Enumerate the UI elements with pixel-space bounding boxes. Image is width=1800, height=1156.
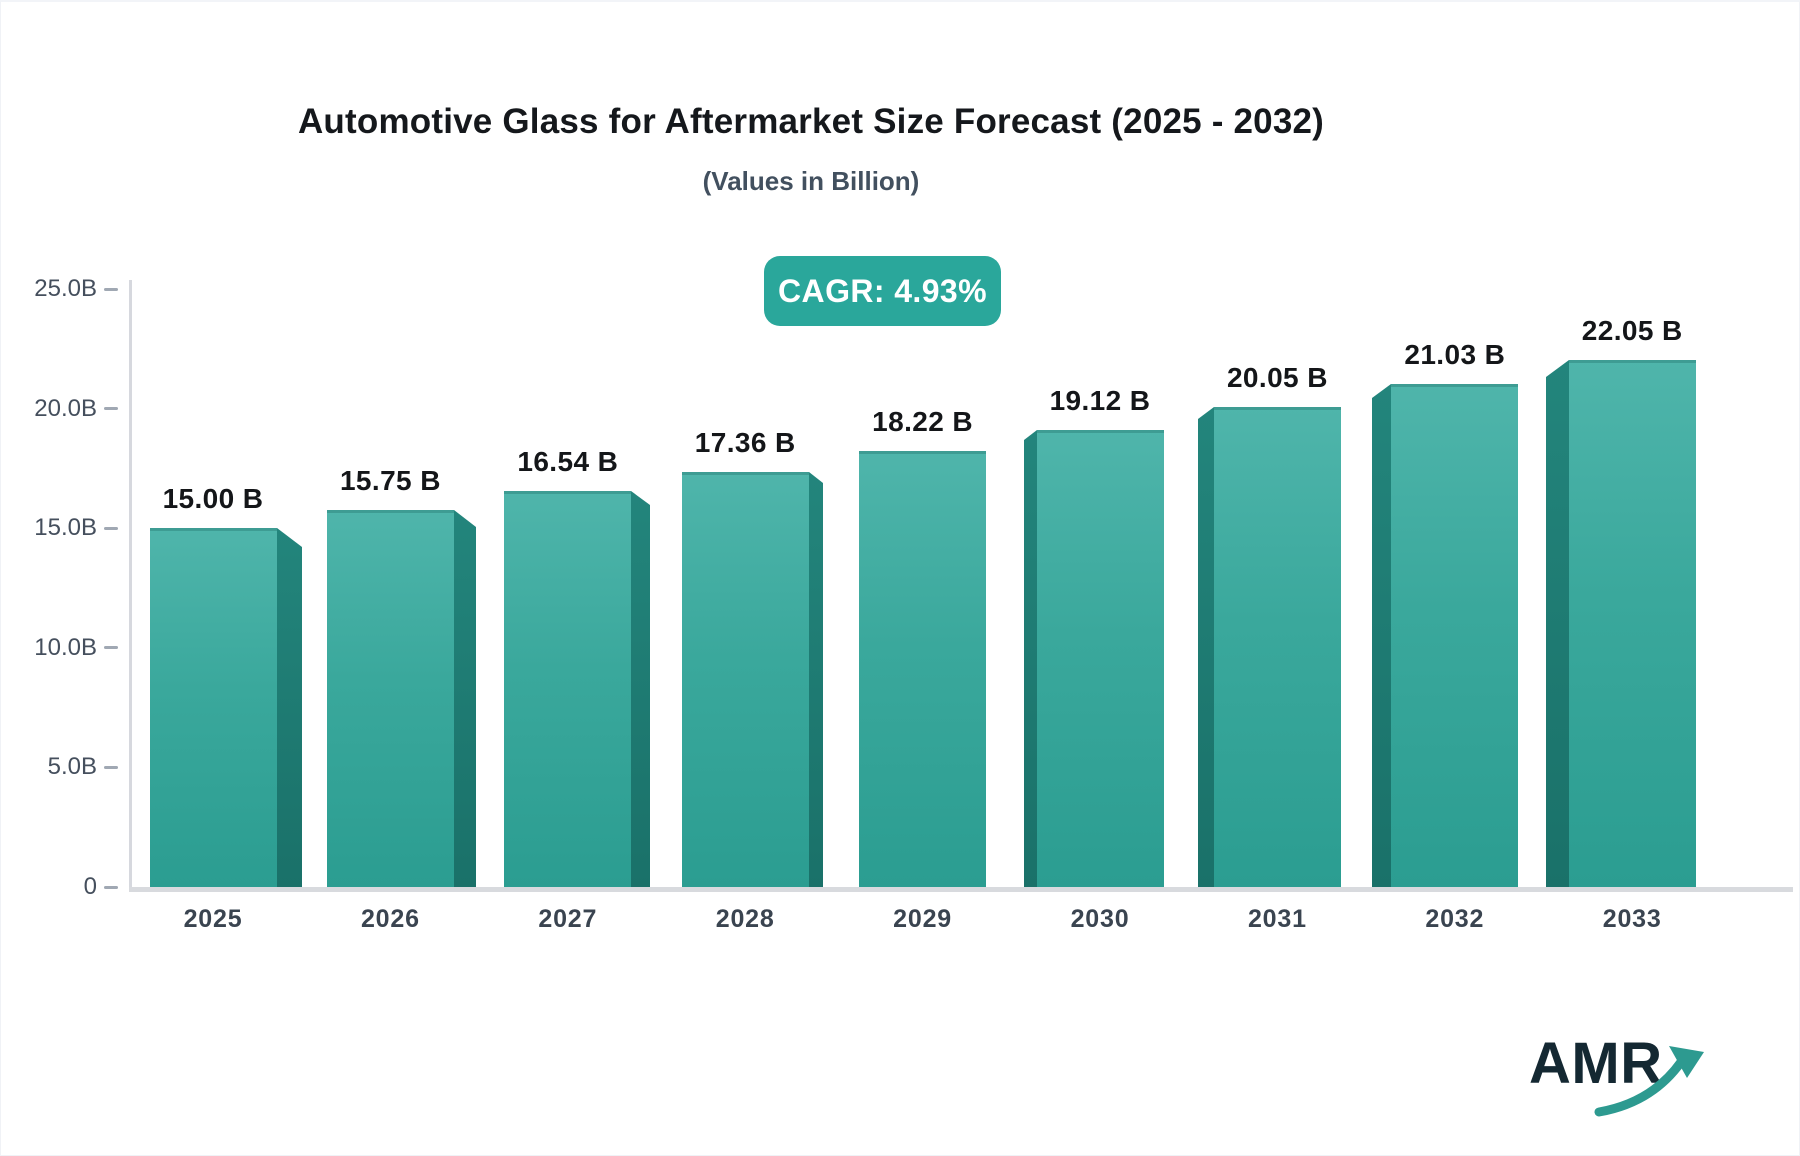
x-axis-line	[129, 887, 1793, 892]
value-label-2026: 15.75 B	[339, 465, 441, 496]
year-label-2031: 2031	[1247, 905, 1307, 933]
y-tick-5.0B	[104, 765, 118, 769]
value-label-2031: 20.05 B	[1226, 362, 1328, 393]
bar-2027	[504, 491, 631, 887]
y-tick-15.0B	[104, 526, 118, 530]
bar-2026	[327, 510, 454, 887]
bar-2031	[1214, 407, 1341, 887]
year-label-2027: 2027	[538, 905, 598, 933]
bar-side-2026	[454, 510, 476, 887]
year-label-2025: 2025	[183, 905, 243, 933]
amr-logo-text: AMR	[1529, 1031, 1663, 1096]
year-label-2026: 2026	[360, 905, 420, 933]
y-tick-label-10.0B: 10.0B	[34, 633, 97, 661]
bar-2033	[1569, 360, 1696, 887]
year-label-2028: 2028	[715, 905, 775, 933]
year-label-2030: 2030	[1070, 905, 1130, 933]
amr-logo: AMR	[1529, 1030, 1704, 1120]
bar-side-2031	[1198, 407, 1214, 887]
y-tick-label-15.0B: 15.0B	[34, 514, 97, 542]
year-label-2033: 2033	[1602, 905, 1662, 933]
chart-subtitle: (Values in Billion)	[702, 166, 920, 196]
value-label-2028: 17.36 B	[694, 427, 796, 458]
y-tick-10.0B	[104, 646, 118, 650]
y-tick-label-20.0B: 20.0B	[34, 394, 97, 422]
y-tick-0	[104, 885, 118, 889]
value-label-2032: 21.03 B	[1404, 339, 1506, 370]
bar-side-2030	[1024, 430, 1037, 887]
chart-title: Automotive Glass for Aftermarket Size Fo…	[297, 102, 1325, 141]
bar-side-2028	[809, 472, 823, 887]
y-tick-label-5.0B: 5.0B	[47, 753, 97, 781]
value-label-2027: 16.54 B	[517, 446, 619, 477]
bar-side-2032	[1372, 384, 1391, 887]
cagr-badge: CAGR: 4.93%	[764, 256, 1001, 326]
growth-arrow-icon	[1594, 1046, 1704, 1117]
value-label-2033: 22.05 B	[1581, 315, 1683, 346]
value-label-2030: 19.12 B	[1049, 385, 1151, 416]
bar-side-2025	[277, 528, 302, 887]
bar-2025	[150, 528, 277, 887]
y-tick-20.0B	[104, 407, 118, 411]
y-tick-25.0B	[104, 287, 118, 291]
y-axis-line	[129, 280, 132, 892]
year-label-2032: 2032	[1425, 905, 1485, 933]
bar-side-2027	[631, 491, 650, 887]
bar-2029	[859, 451, 986, 887]
bar-2030	[1037, 430, 1164, 887]
value-label-2025: 15.00 B	[162, 483, 264, 514]
value-label-2029: 18.22 B	[872, 406, 974, 437]
cagr-badge-label: CAGR: 4.93%	[778, 272, 987, 309]
bar-side-2033	[1546, 360, 1569, 887]
year-label-2029: 2029	[893, 905, 953, 933]
y-tick-label-25.0B: 25.0B	[34, 275, 97, 302]
y-tick-label-0: 0	[83, 873, 97, 900]
bar-2032	[1391, 384, 1518, 887]
bar-2028	[682, 472, 809, 887]
